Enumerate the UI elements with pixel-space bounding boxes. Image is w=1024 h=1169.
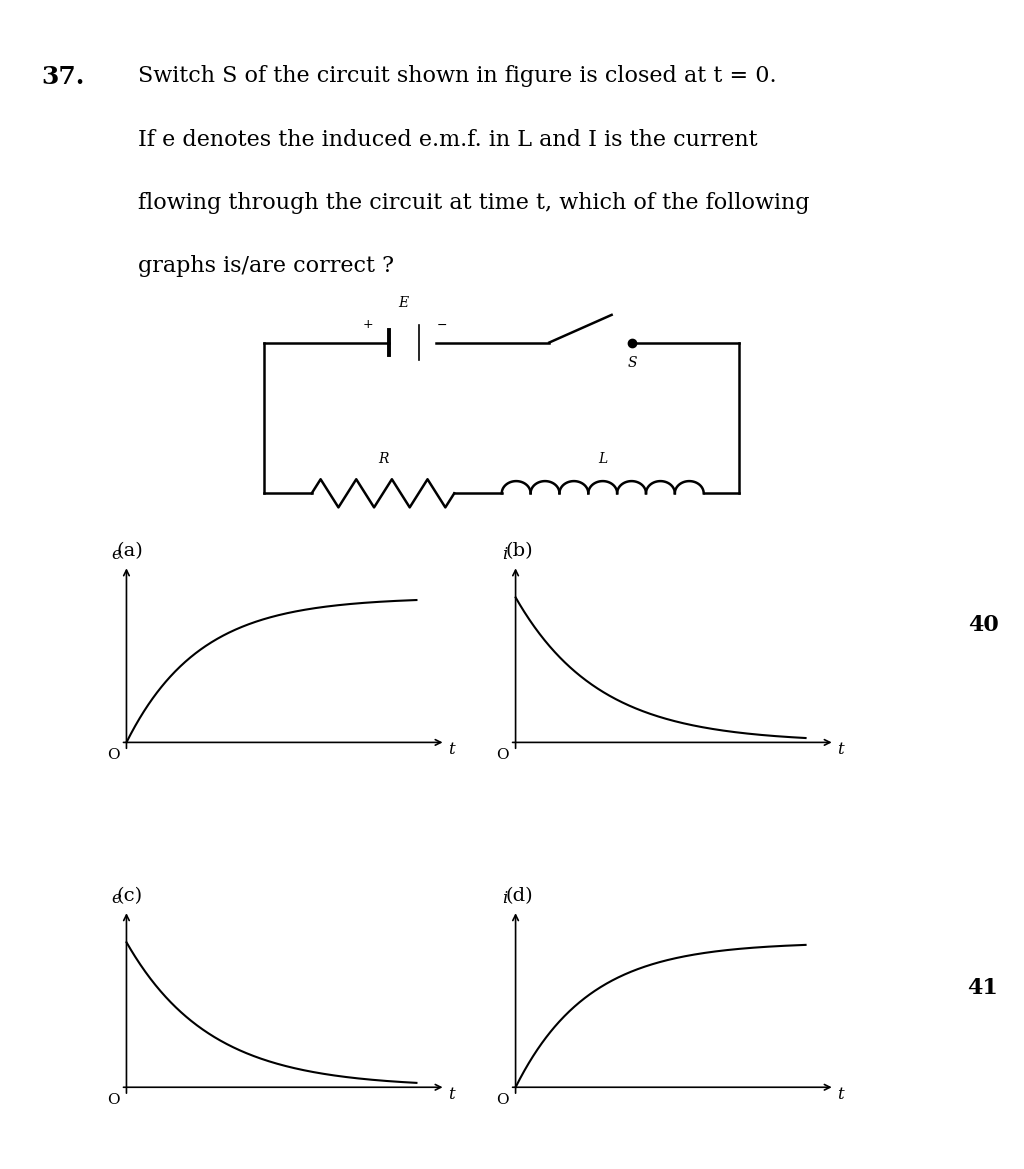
Text: If e denotes the induced e.m.f. in L and I is the current: If e denotes the induced e.m.f. in L and… <box>138 129 758 151</box>
Text: L: L <box>598 451 607 465</box>
Text: S: S <box>628 355 637 369</box>
Text: t: t <box>449 1086 455 1104</box>
Text: 37.: 37. <box>41 65 84 90</box>
Text: t: t <box>838 741 844 759</box>
Text: t: t <box>838 1086 844 1104</box>
Text: O: O <box>108 1093 120 1107</box>
Text: −: − <box>437 318 447 332</box>
Text: O: O <box>497 748 509 762</box>
Text: Switch S of the circuit shown in figure is closed at t = 0.: Switch S of the circuit shown in figure … <box>138 65 777 88</box>
Text: (a): (a) <box>116 542 142 560</box>
Text: e: e <box>111 891 121 907</box>
Text: flowing through the circuit at time t, which of the following: flowing through the circuit at time t, w… <box>138 192 810 214</box>
Text: E: E <box>398 296 409 310</box>
Text: R: R <box>378 451 388 465</box>
Text: O: O <box>497 1093 509 1107</box>
Text: (c): (c) <box>116 887 142 905</box>
Text: (b): (b) <box>505 542 532 560</box>
Text: i: i <box>503 546 508 562</box>
Text: e: e <box>111 546 121 562</box>
Text: t: t <box>449 741 455 759</box>
Text: 41: 41 <box>968 977 998 998</box>
Text: i: i <box>503 891 508 907</box>
Text: +: + <box>362 318 374 332</box>
Text: (d): (d) <box>505 887 532 905</box>
Text: O: O <box>108 748 120 762</box>
Text: graphs is/are correct ?: graphs is/are correct ? <box>138 255 394 277</box>
Text: 40: 40 <box>968 615 998 636</box>
